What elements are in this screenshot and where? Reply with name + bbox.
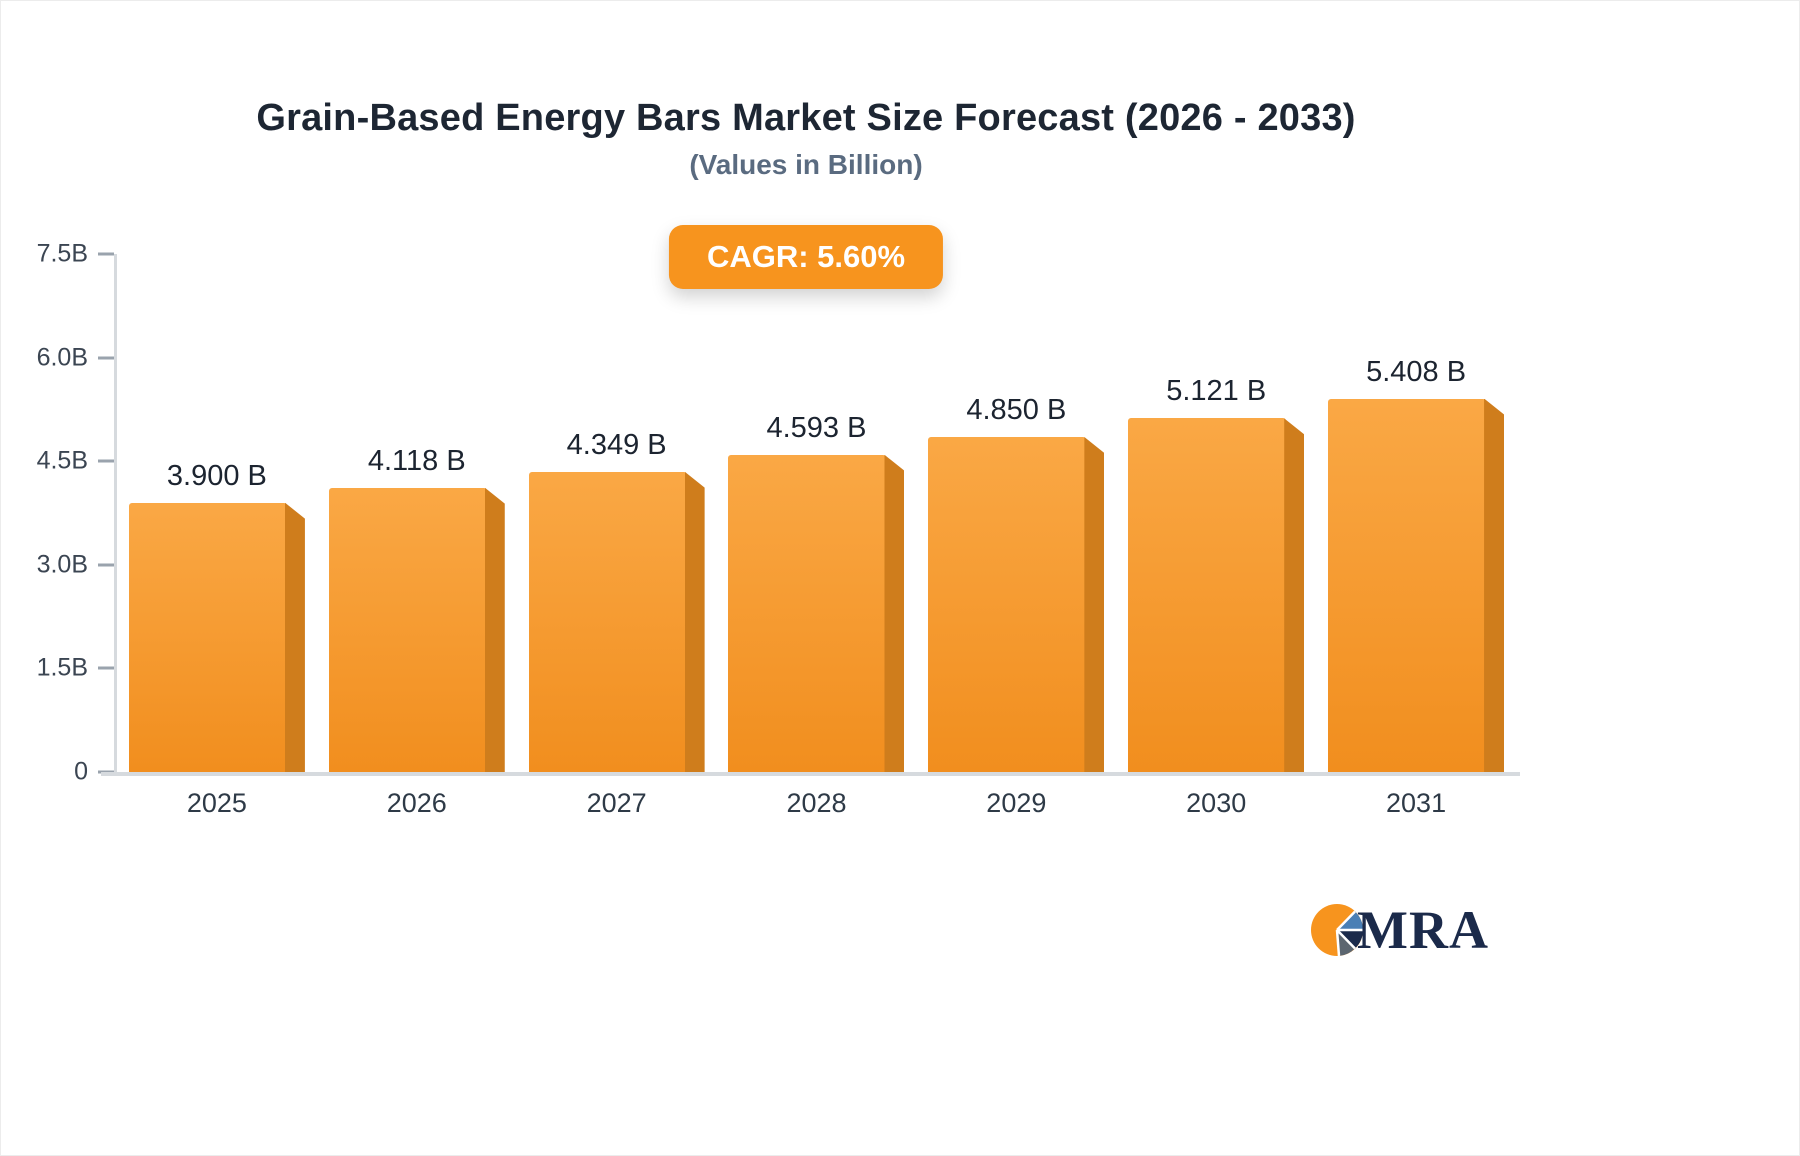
- bar-slot-2029: 4.850 B 2029: [916, 254, 1116, 818]
- bar-slot-2028: 4.593 B 2028: [717, 254, 917, 818]
- bar-value-label: 4.850 B: [966, 394, 1067, 427]
- bar-slot-2027: 4.349 B 2027: [517, 254, 717, 818]
- bar-value-label: 4.593 B: [766, 411, 867, 444]
- bar-side-shadow: [284, 502, 305, 772]
- y-axis-tick-label: 0: [74, 757, 88, 786]
- y-axis-tick: 0: [74, 758, 114, 787]
- bar-2030: 5.121 B: [1128, 375, 1305, 772]
- y-axis-tick-label: 7.5B: [36, 239, 88, 268]
- bar-slot-2026: 4.118 B 2026: [317, 254, 517, 818]
- y-axis-tick: 1.5B: [37, 654, 114, 683]
- bar-value-label: 5.408 B: [1366, 355, 1467, 388]
- x-axis-label-2028: 2028: [786, 788, 847, 818]
- bar-face: [1128, 418, 1287, 772]
- x-axis-label-2027: 2027: [586, 788, 647, 818]
- bar-face: [1328, 398, 1487, 772]
- bar-2031: 5.408 B: [1328, 356, 1505, 772]
- chart-title: Grain-Based Energy Bars Market Size Fore…: [256, 97, 1356, 139]
- bar-side-shadow: [884, 454, 905, 772]
- plot-area: 7.5B 6.0B 4.5B 3.0B 1.5B 0 3.900 B 2025 4.118 B 2…: [37, 240, 1520, 818]
- x-axis-label-2026: 2026: [386, 788, 447, 818]
- bar-value-label: 4.349 B: [566, 428, 667, 461]
- y-axis-tick-mark: [98, 666, 114, 670]
- bar-2026: 4.118 B: [328, 445, 505, 772]
- y-axis-tick-label: 3.0B: [36, 550, 88, 579]
- x-axis-label-2031: 2031: [1386, 788, 1447, 818]
- logo-pie-icon: [1311, 904, 1363, 957]
- y-axis-tick-label: 1.5B: [36, 653, 88, 682]
- cagr-badge: CAGR: 5.60%: [668, 225, 944, 289]
- x-axis-label-2030: 2030: [1186, 788, 1247, 818]
- bar-face: [728, 454, 887, 772]
- x-axis-label-2025: 2025: [186, 788, 247, 818]
- bar-2027: 4.349 B: [528, 429, 705, 772]
- bar-face: [128, 502, 287, 772]
- bar-face: [528, 471, 687, 772]
- y-axis-tick-mark: [98, 563, 114, 567]
- bar-side-shadow: [1284, 418, 1305, 772]
- bar-2029: 4.850 B: [928, 394, 1105, 772]
- bar-side-shadow: [684, 471, 705, 772]
- bar-slot-2031: 5.408 B 2031: [1316, 254, 1516, 818]
- y-axis-tick-mark: [98, 770, 114, 774]
- bar-value-label: 3.900 B: [166, 459, 267, 492]
- y-axis-tick-mark: [98, 459, 114, 463]
- bar-slot-2030: 5.121 B 2030: [1116, 254, 1316, 818]
- bar-face: [328, 487, 487, 772]
- logo-text: MRA: [1357, 900, 1489, 960]
- chart-subtitle: (Values in Billion): [689, 149, 923, 180]
- y-axis-tick-mark: [98, 356, 114, 360]
- logo: MRA: [1309, 899, 1489, 961]
- y-axis-tick-mark: [98, 252, 114, 256]
- bar-side-shadow: [1484, 398, 1505, 772]
- y-axis-tick: 6.0B: [37, 343, 114, 372]
- y-axis-tick: 4.5B: [37, 447, 114, 476]
- bar-2025: 3.900 B: [128, 460, 305, 772]
- y-axis-tick: 7.5B: [37, 240, 114, 269]
- bar-side-shadow: [484, 487, 505, 772]
- y-axis-tick-label: 4.5B: [36, 446, 88, 475]
- bar-2028: 4.593 B: [728, 412, 905, 772]
- bar-slot-2025: 3.900 B 2025: [117, 254, 317, 818]
- bar-side-shadow: [1084, 437, 1105, 772]
- x-axis-label-2029: 2029: [986, 788, 1047, 818]
- bar-face: [928, 437, 1087, 772]
- y-axis-tick-label: 6.0B: [36, 343, 88, 372]
- y-axis-tick: 3.0B: [37, 550, 114, 579]
- bar-value-label: 4.118 B: [367, 444, 466, 477]
- bar-value-label: 5.121 B: [1166, 375, 1267, 408]
